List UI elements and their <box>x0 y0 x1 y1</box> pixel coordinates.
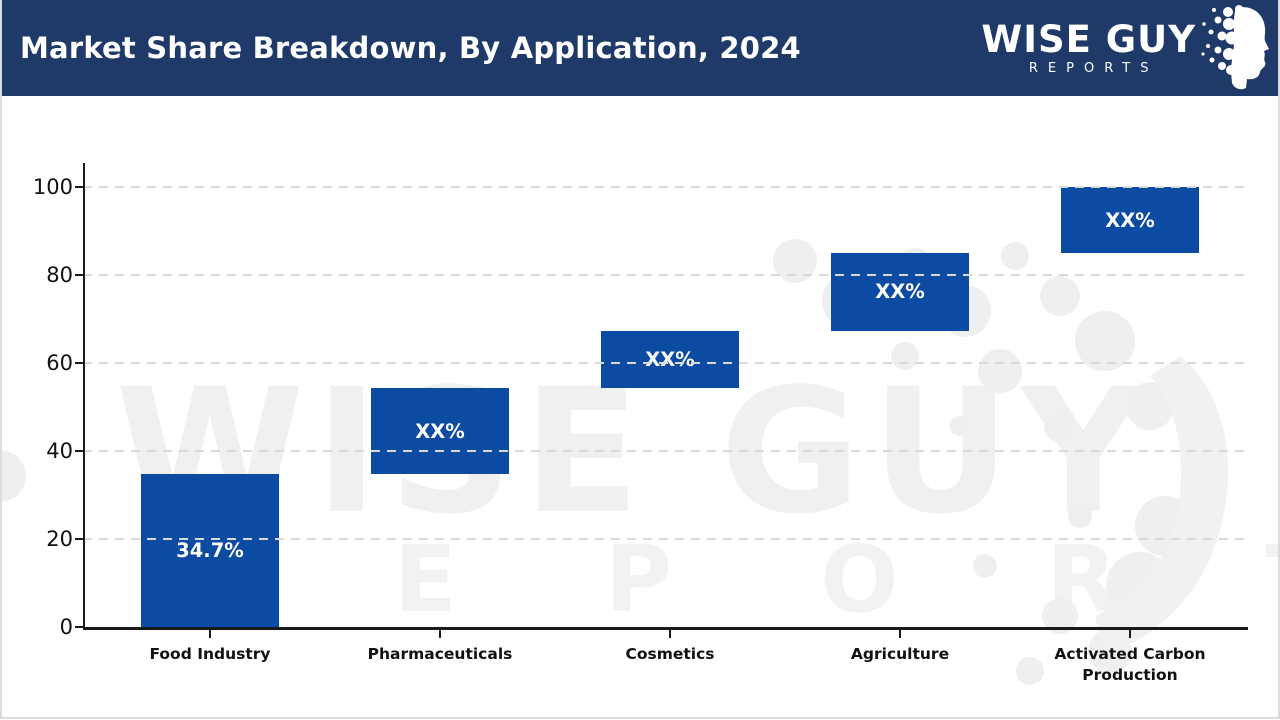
x-axis-tick <box>669 630 671 638</box>
bar-value-label: XX% <box>645 347 695 371</box>
bar-value-label: XX% <box>875 280 925 304</box>
x-axis-tick <box>439 630 441 638</box>
x-category-label: Food Industry <box>149 645 271 663</box>
bar-activated-carbon-production: XX% <box>1061 187 1199 253</box>
bar-pharmaceuticals: XX% <box>371 388 509 475</box>
watermark-reports: R E P O R T S <box>175 526 1280 633</box>
y-axis-tick <box>75 450 83 452</box>
gridline <box>83 362 1245 364</box>
y-axis-tick <box>75 626 83 628</box>
y-tick-label: 20 <box>46 527 73 551</box>
x-axis-tick <box>1129 630 1131 638</box>
y-tick-label: 100 <box>32 175 73 199</box>
y-axis-line <box>83 163 85 629</box>
y-axis-tick <box>75 186 83 188</box>
bar-cosmetics: XX% <box>601 330 739 389</box>
gridline <box>83 450 1245 452</box>
gridline <box>83 538 1245 540</box>
x-axis-tick <box>899 630 901 638</box>
page-title: Market Share Breakdown, By Application, … <box>20 31 801 65</box>
gridline <box>83 186 1245 188</box>
y-axis-tick <box>75 538 83 540</box>
header-banner: Market Share Breakdown, By Application, … <box>0 0 1280 96</box>
x-category-label: Cosmetics <box>625 645 715 663</box>
y-axis-tick <box>75 362 83 364</box>
x-axis-line <box>83 627 1248 630</box>
logo-text: WISE GUY REPORTS <box>981 21 1196 76</box>
y-tick-label: 0 <box>59 615 73 639</box>
bar-agriculture: XX% <box>831 253 969 331</box>
x-category-label: Agriculture <box>850 645 950 663</box>
logo-subtitle: REPORTS <box>1028 60 1159 76</box>
y-tick-label: 40 <box>46 439 73 463</box>
chart-area: WISE GUY R E P O R T S 02040608010034.7%… <box>0 96 1280 716</box>
wise-guy-logo: WISE GUY REPORTS <box>981 2 1280 94</box>
logo-wordmark: WISE GUY <box>981 17 1196 61</box>
bar-food-industry: 34.7% <box>141 474 279 627</box>
bar-value-label: 34.7% <box>176 539 244 563</box>
x-axis-tick <box>209 630 211 638</box>
y-tick-label: 60 <box>46 351 73 375</box>
bar-value-label: XX% <box>415 419 465 443</box>
gridline <box>83 274 1245 276</box>
dotted-head-profile-icon <box>1198 2 1270 94</box>
y-axis-tick <box>75 274 83 276</box>
y-tick-label: 80 <box>46 263 73 287</box>
x-category-label: Activated Carbon Production <box>1054 645 1206 684</box>
bar-value-label: XX% <box>1105 208 1155 232</box>
x-category-label: Pharmaceuticals <box>367 645 513 663</box>
